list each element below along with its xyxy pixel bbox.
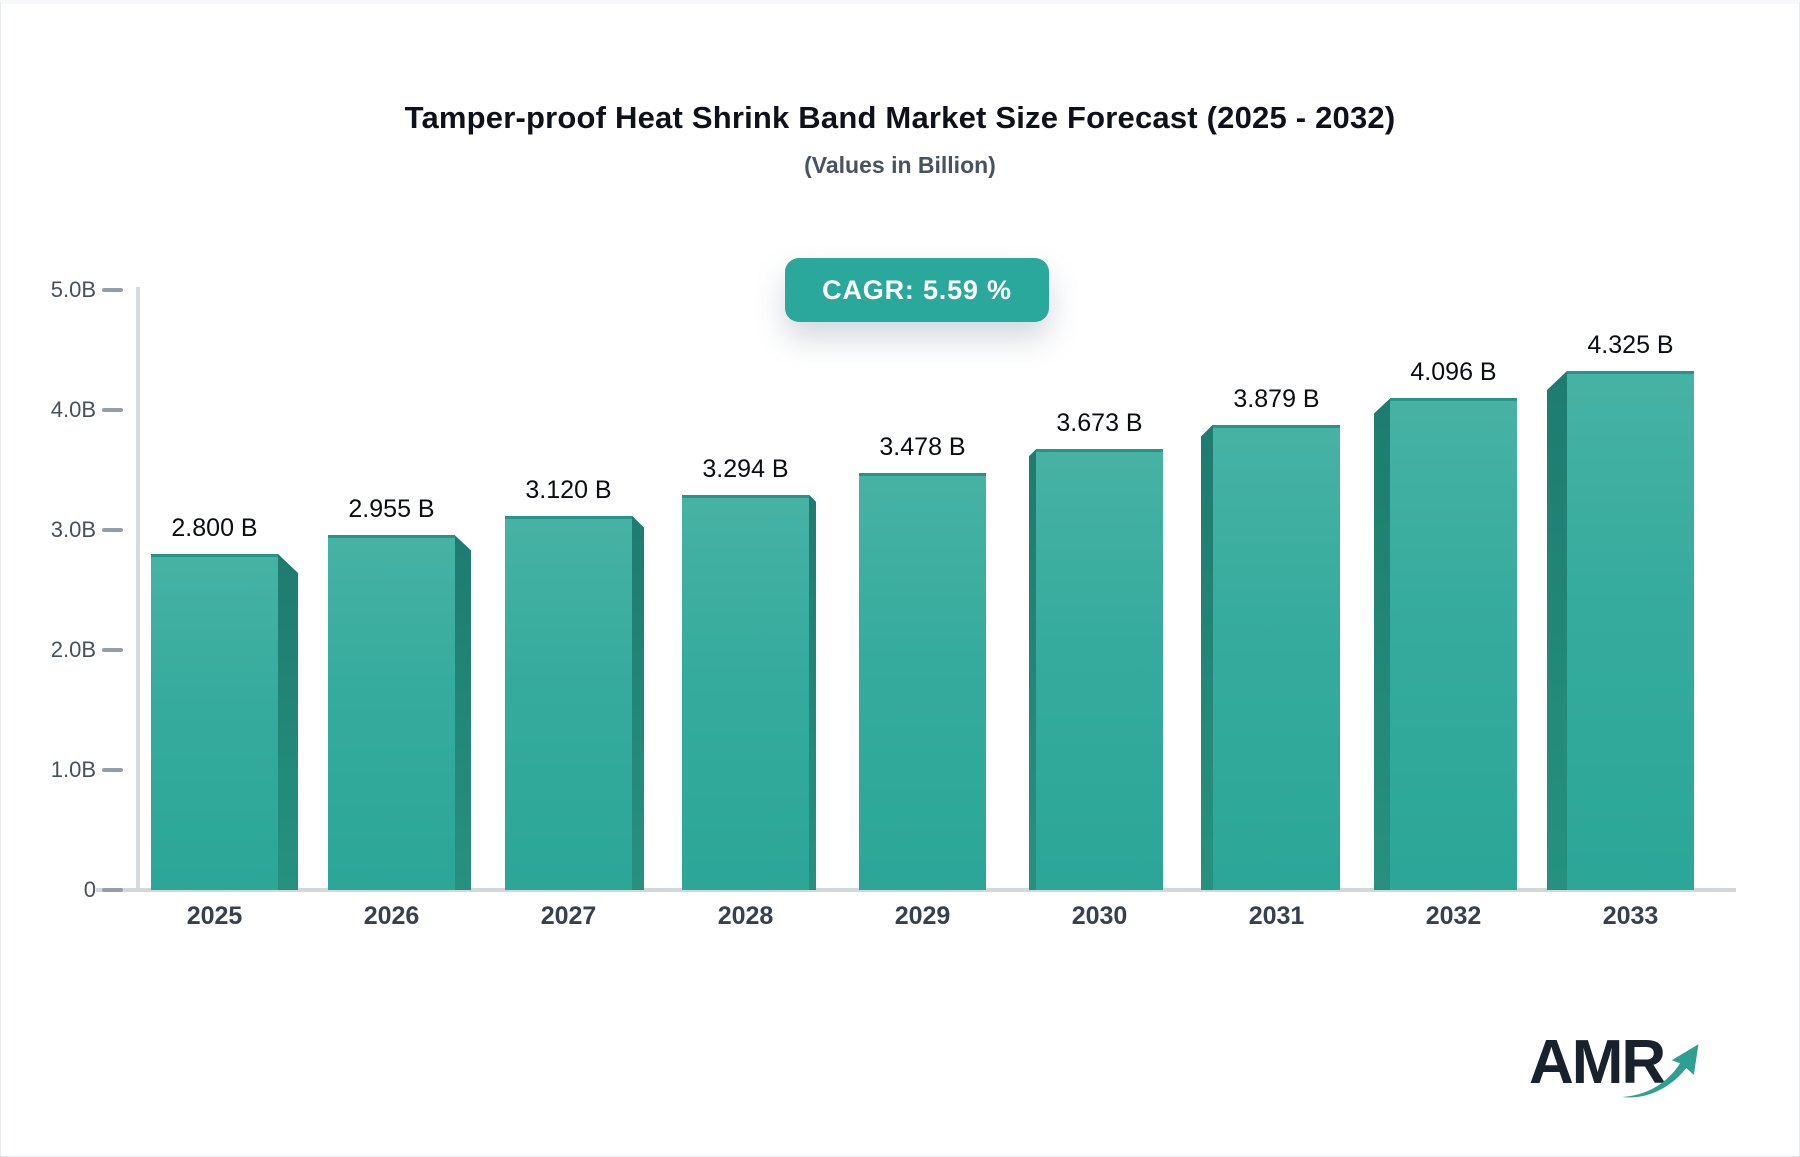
y-axis-line bbox=[136, 287, 140, 891]
bar-value-label: 2.800 B bbox=[171, 514, 258, 542]
y-tick-label: 1.0B bbox=[50, 757, 96, 782]
bar-3d-side-face bbox=[278, 554, 298, 890]
y-tick-label: 0 bbox=[83, 877, 96, 902]
y-tick-mark bbox=[102, 888, 123, 892]
x-axis-baseline bbox=[96, 888, 1736, 892]
x-axis-label: 2026 bbox=[363, 902, 420, 930]
bar-3d-side-face bbox=[1201, 424, 1213, 890]
bar-3d-side-face bbox=[455, 535, 471, 890]
bar-value-label: 2.955 B bbox=[348, 495, 435, 524]
y-tick-mark bbox=[102, 648, 123, 652]
bar-3d-side-face bbox=[1029, 449, 1036, 890]
bar-2033 bbox=[1567, 371, 1694, 890]
y-tick-label: 4.0B bbox=[50, 397, 96, 422]
y-tick-mark bbox=[102, 768, 123, 772]
bar-2032 bbox=[1390, 398, 1517, 890]
x-axis-label: 2025 bbox=[186, 902, 243, 930]
x-axis-label: 2029 bbox=[894, 902, 951, 930]
bar-value-label: 3.879 B bbox=[1233, 384, 1320, 413]
bar-2028 bbox=[682, 494, 809, 890]
x-axis-label: 2028 bbox=[717, 902, 774, 930]
bar-2025 bbox=[151, 554, 278, 890]
bar-2027 bbox=[505, 515, 632, 890]
growth-arrow-icon bbox=[1622, 1044, 1699, 1098]
bar-value-label: 3.294 B bbox=[702, 454, 789, 483]
cagr-badge: CAGR: 5.59 % bbox=[785, 258, 1049, 322]
bar-3d-side-face bbox=[809, 494, 816, 890]
bar-chart-plot-area: 5.0B 4.0B 3.0B 2.0B 1.0B 0 2.800 B 2025 2.955 B 2… bbox=[1, 4, 1799, 1156]
bar-3d-side-face bbox=[1547, 371, 1567, 890]
bar-3d-side-face bbox=[1374, 398, 1390, 890]
bar-value-label: 4.096 B bbox=[1410, 358, 1497, 387]
x-axis-label: 2027 bbox=[540, 902, 597, 930]
amr-logo-text: AMR bbox=[1529, 1028, 1666, 1097]
y-tick-label: 2.0B bbox=[50, 637, 96, 662]
y-tick-label: 5.0B bbox=[50, 277, 96, 302]
bar-3d-side-face bbox=[632, 515, 644, 890]
y-tick-mark bbox=[102, 408, 123, 412]
bar-2029 bbox=[859, 472, 986, 890]
bar-2026 bbox=[328, 535, 455, 890]
bar-value-label: 3.673 B bbox=[1056, 409, 1143, 438]
bar-2031 bbox=[1213, 424, 1340, 890]
x-axis-label: 2030 bbox=[1071, 902, 1128, 930]
bar-value-label: 4.325 B bbox=[1587, 331, 1674, 359]
x-axis-label: 2031 bbox=[1248, 902, 1305, 930]
x-axis-label: 2032 bbox=[1425, 902, 1482, 930]
chart-subtitle: (Values in Billion) bbox=[804, 152, 996, 178]
bar-2030 bbox=[1036, 449, 1163, 890]
bar-value-label: 3.120 B bbox=[525, 475, 612, 504]
chart-title: Tamper-proof Heat Shrink Band Market Siz… bbox=[404, 100, 1396, 135]
x-axis-label: 2033 bbox=[1602, 902, 1659, 930]
amr-logo: AMR bbox=[1529, 1026, 1719, 1116]
bar-value-label: 3.478 B bbox=[879, 432, 966, 461]
y-tick-mark bbox=[102, 288, 123, 292]
y-tick-label: 3.0B bbox=[50, 517, 96, 542]
y-tick-mark bbox=[102, 528, 123, 532]
